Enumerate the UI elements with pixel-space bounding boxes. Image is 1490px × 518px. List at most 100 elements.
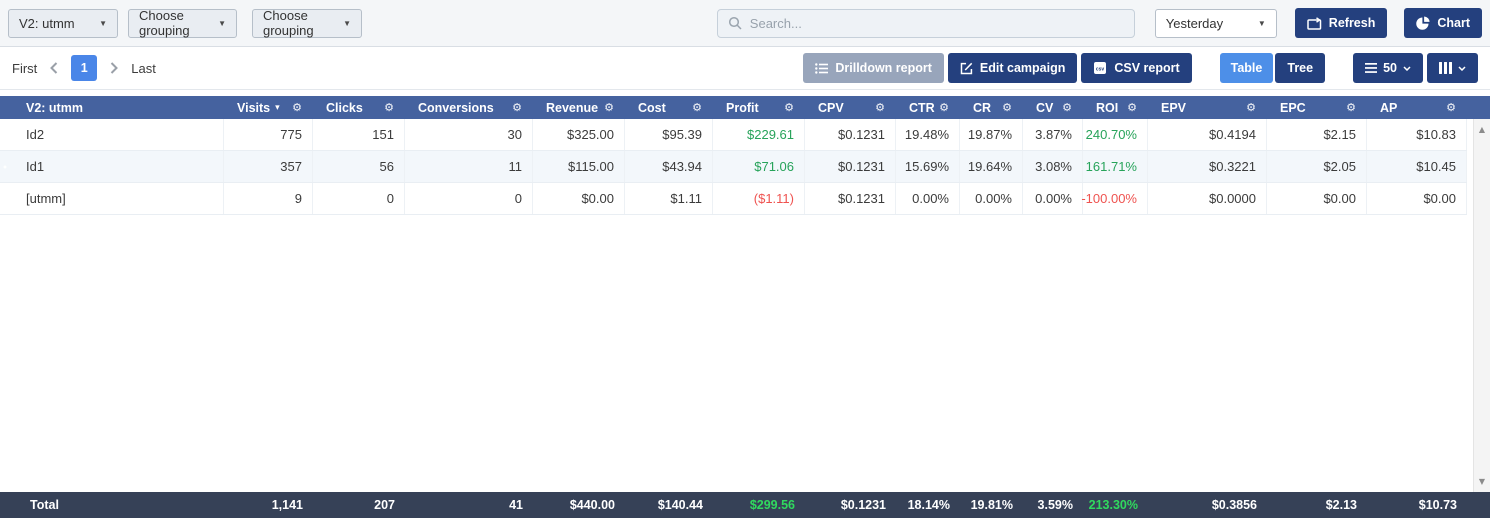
- gear-icon[interactable]: ⚙: [692, 101, 702, 114]
- columns-button[interactable]: [1427, 53, 1478, 83]
- column-header-revenue[interactable]: Revenue ⚙: [546, 100, 614, 115]
- grouping-select-1[interactable]: Choose grouping ▼: [128, 8, 237, 38]
- table-view-button[interactable]: Table: [1219, 53, 1274, 83]
- cell-ctr: 0.00%: [896, 183, 960, 214]
- pie-chart-icon: [1416, 16, 1430, 30]
- gear-icon[interactable]: ⚙: [512, 101, 522, 114]
- gear-icon[interactable]: ⚙: [1346, 101, 1356, 114]
- edit-campaign-button[interactable]: Edit campaign: [947, 53, 1078, 83]
- total-ctr: 18.14%: [907, 498, 950, 512]
- table-row[interactable]: [utmm] 9 0 0 $0.00 $1.11 ($1.11) $0.1231…: [0, 183, 1467, 215]
- gear-icon[interactable]: ⚙: [1062, 101, 1072, 114]
- cell-cr: 19.87%: [960, 119, 1023, 150]
- column-header-ctr[interactable]: CTR ⚙: [909, 100, 949, 115]
- scroll-down-icon[interactable]: ▼: [1478, 477, 1486, 486]
- table-body: Id2 775 151 30 $325.00 $95.39 $229.61 $0…: [0, 119, 1467, 215]
- column-header-name[interactable]: V2: utmm: [26, 100, 83, 115]
- cell-revenue: $115.00: [533, 151, 625, 182]
- pagination-last[interactable]: Last: [131, 60, 156, 76]
- cell-cv: 3.08%: [1023, 151, 1083, 182]
- gear-icon[interactable]: ⚙: [1246, 101, 1256, 114]
- v2-select-value: V2: utmm: [19, 15, 75, 31]
- cell-profit: $229.61: [713, 119, 805, 150]
- row-name: Id1: [26, 159, 45, 174]
- row-name: Id2: [26, 127, 45, 142]
- edit-pencil-icon: [960, 62, 973, 75]
- pagination-prev-icon[interactable]: [50, 62, 58, 74]
- column-header-epc[interactable]: EPC ⚙: [1280, 100, 1356, 115]
- pagination-page-1[interactable]: 1: [71, 55, 98, 81]
- cell-cpv: $0.1231: [805, 183, 896, 214]
- cell-epc: $0.00: [1267, 183, 1367, 214]
- gear-icon[interactable]: ⚙: [875, 101, 885, 114]
- cell-visits: 775: [224, 119, 313, 150]
- column-header-cost[interactable]: Cost ⚙: [638, 100, 702, 115]
- columns-icon: [1439, 62, 1452, 74]
- total-clicks: 207: [374, 498, 395, 512]
- total-visits: 1,141: [271, 498, 303, 512]
- top-toolbar: V2: utmm ▼ Choose grouping ▼ Choose grou…: [0, 0, 1490, 47]
- scroll-up-icon[interactable]: ▲: [1478, 125, 1486, 134]
- column-header-clicks[interactable]: Clicks ⚙: [326, 100, 394, 115]
- vertical-scrollbar[interactable]: ▲ ▼: [1473, 119, 1490, 492]
- cell-visits: 9: [224, 183, 313, 214]
- cell-profit: $71.06: [713, 151, 805, 182]
- column-header-roi[interactable]: ROI ⚙: [1096, 100, 1137, 115]
- chart-button[interactable]: Chart: [1404, 8, 1482, 38]
- column-header-visits[interactable]: Visits ▾ ⚙: [237, 100, 302, 115]
- total-cpv: $0.1231: [840, 498, 886, 512]
- drilldown-report-button[interactable]: Drilldown report: [803, 53, 944, 83]
- cell-epv: $0.3221: [1148, 151, 1267, 182]
- cell-ctr: 15.69%: [896, 151, 960, 182]
- column-header-ap[interactable]: AP ⚙: [1380, 100, 1456, 115]
- search-input[interactable]: [749, 15, 1124, 31]
- gear-icon[interactable]: ⚙: [604, 101, 614, 114]
- total-conversions: 41: [509, 498, 523, 512]
- csv-report-button[interactable]: csv CSV report: [1081, 53, 1192, 83]
- gear-icon[interactable]: ⚙: [939, 101, 949, 114]
- gear-icon[interactable]: ⚙: [292, 101, 302, 114]
- total-cr: 19.81%: [970, 498, 1013, 512]
- column-header-profit[interactable]: Profit ⚙: [726, 100, 794, 115]
- cell-revenue: $325.00: [533, 119, 625, 150]
- column-header-cv[interactable]: CV ⚙: [1036, 100, 1072, 115]
- page-size-button[interactable]: 50: [1353, 53, 1423, 83]
- gear-icon[interactable]: ⚙: [1446, 101, 1456, 114]
- action-buttons: Drilldown report Edit campaign csv CSV r…: [803, 53, 1478, 83]
- column-header-conversions[interactable]: Conversions ⚙: [418, 100, 522, 115]
- grouping-1-value: Choose grouping: [139, 8, 190, 38]
- table-row[interactable]: Id1 357 56 11 $115.00 $43.94 $71.06 $0.1…: [0, 151, 1467, 183]
- cell-conversions: 0: [405, 183, 533, 214]
- pagination-first[interactable]: First: [12, 60, 38, 76]
- column-header-cr[interactable]: CR ⚙: [973, 100, 1012, 115]
- gear-icon[interactable]: ⚙: [1127, 101, 1137, 114]
- v2-select[interactable]: V2: utmm ▼: [8, 8, 118, 38]
- column-header-cpv[interactable]: CPV ⚙: [818, 100, 885, 115]
- caret-down-icon: ▼: [1257, 18, 1266, 28]
- cell-epv: $0.4194: [1148, 119, 1267, 150]
- total-cost: $140.44: [657, 498, 703, 512]
- cell-roi: 240.70%: [1083, 119, 1148, 150]
- pagination-next-icon[interactable]: [110, 62, 119, 74]
- date-range-select[interactable]: Yesterday ▼: [1154, 8, 1277, 38]
- cell-clicks: 56: [313, 151, 405, 182]
- cell-ap: $0.00: [1367, 183, 1467, 214]
- table-row[interactable]: Id2 775 151 30 $325.00 $95.39 $229.61 $0…: [0, 119, 1467, 151]
- cell-cost: $1.11: [625, 183, 713, 214]
- total-ap: $10.73: [1418, 498, 1457, 512]
- grouping-select-2[interactable]: Choose grouping ▼: [252, 8, 362, 38]
- cell-cpv: $0.1231: [805, 119, 896, 150]
- column-header-epv[interactable]: EPV ⚙: [1161, 100, 1256, 115]
- gear-icon[interactable]: ⚙: [384, 101, 394, 114]
- cell-conversions: 11: [405, 151, 533, 182]
- tree-view-button[interactable]: Tree: [1275, 53, 1326, 83]
- gear-icon[interactable]: ⚙: [784, 101, 794, 114]
- cell-epv: $0.0000: [1148, 183, 1267, 214]
- row-name-cell: Id1: [0, 151, 224, 182]
- total-revenue: $440.00: [569, 498, 615, 512]
- gear-icon[interactable]: ⚙: [1002, 101, 1012, 114]
- row-name-cell: [utmm]: [0, 183, 224, 214]
- chevron-down-icon: [1458, 65, 1466, 71]
- refresh-button[interactable]: Refresh: [1294, 8, 1388, 38]
- pagination-toolbar: First 1 Last Drilldown report Edit campa…: [0, 47, 1490, 90]
